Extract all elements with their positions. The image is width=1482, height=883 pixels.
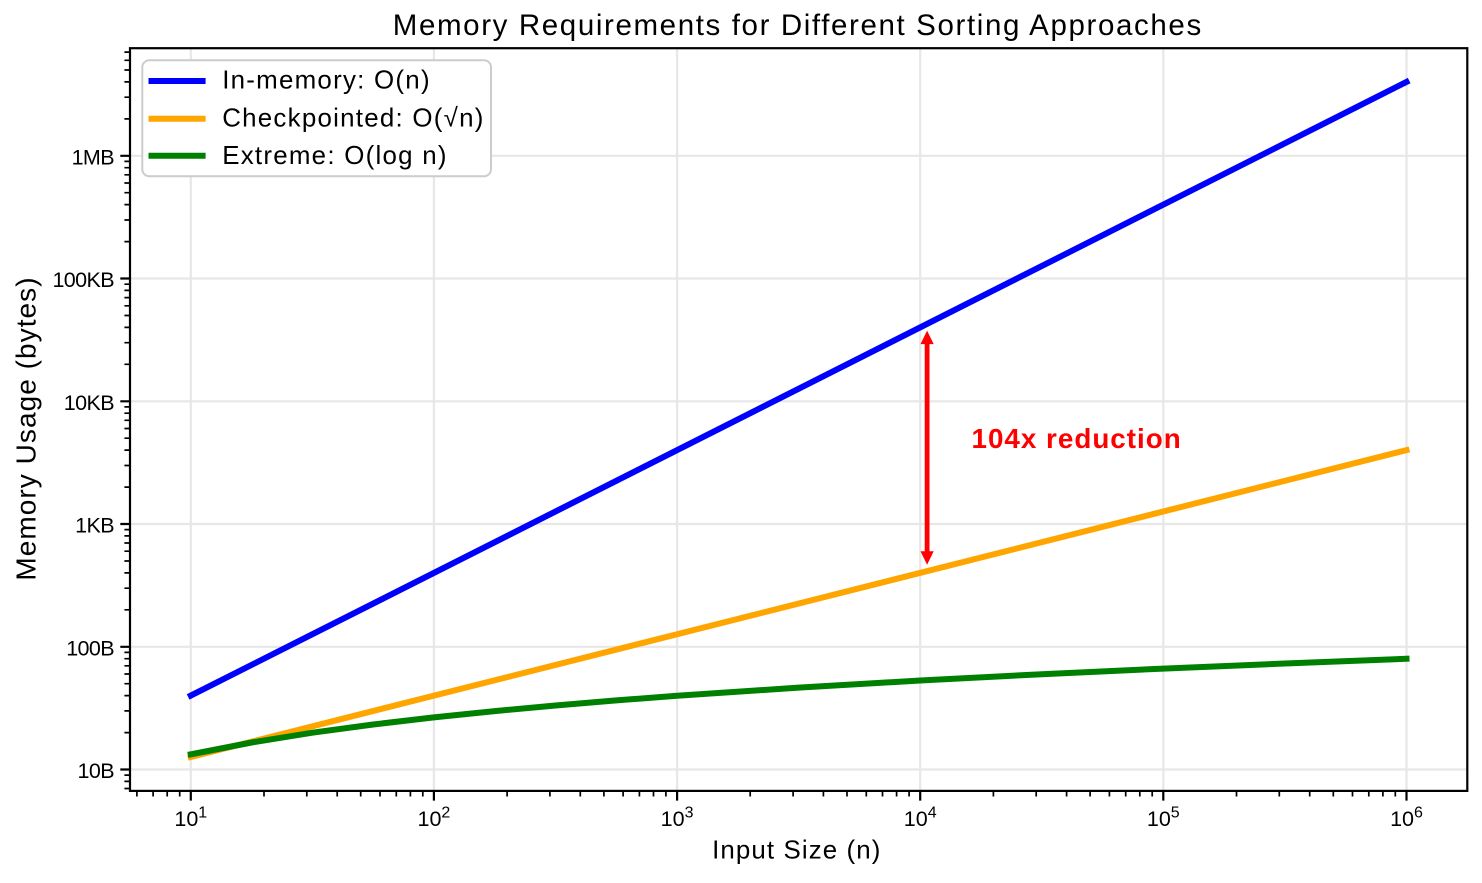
svg-text:100B: 100B <box>66 637 114 661</box>
svg-text:In-memory: O(n): In-memory: O(n) <box>222 66 431 94</box>
svg-text:Extreme: O(log n): Extreme: O(log n) <box>222 142 448 170</box>
svg-text:10B: 10B <box>78 759 115 783</box>
svg-text:104: 104 <box>904 805 937 831</box>
svg-text:10KB: 10KB <box>64 391 114 415</box>
svg-text:101: 101 <box>174 805 207 831</box>
svg-text:Input Size (n): Input Size (n) <box>712 837 881 865</box>
svg-text:100KB: 100KB <box>52 268 114 292</box>
svg-text:Memory Usage (bytes): Memory Usage (bytes) <box>11 276 42 580</box>
svg-text:104x reduction: 104x reduction <box>972 423 1182 454</box>
svg-text:1MB: 1MB <box>72 146 115 170</box>
svg-text:Memory Requirements for Differ: Memory Requirements for Different Sortin… <box>393 9 1203 42</box>
svg-text:1KB: 1KB <box>75 514 114 538</box>
svg-text:Checkpointed: O(√n): Checkpointed: O(√n) <box>222 104 484 132</box>
